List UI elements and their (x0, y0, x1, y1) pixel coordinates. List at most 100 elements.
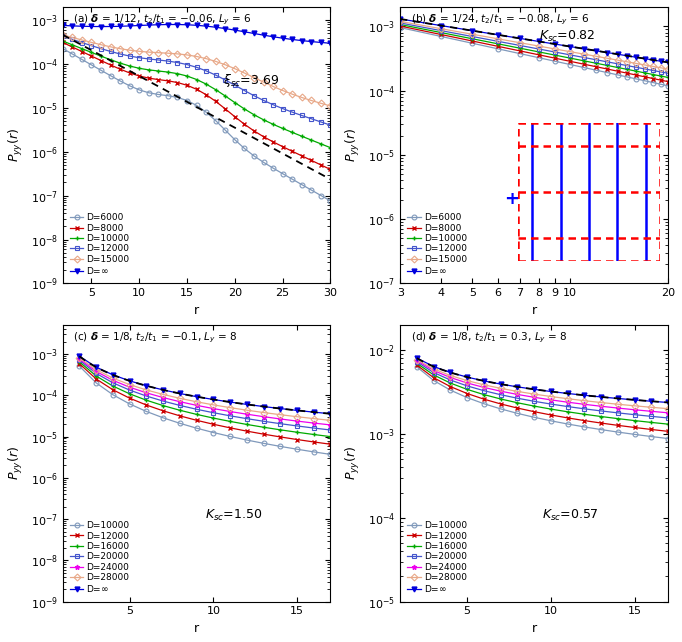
D=8000 (649, 74, 657, 82)
D=$\infty$ (603, 49, 611, 56)
D=6000 (106, 72, 115, 80)
D=24000 (446, 374, 454, 381)
D=10000 (159, 414, 167, 422)
Line: D=20000: D=20000 (77, 358, 333, 433)
D=12000 (97, 45, 105, 53)
D=12000 (516, 42, 524, 49)
D=6000 (298, 181, 306, 189)
D=12000 (592, 56, 600, 64)
Line: D=10000: D=10000 (398, 22, 670, 80)
D=6000 (603, 69, 611, 76)
D=20000 (143, 392, 151, 400)
D=20000 (92, 370, 100, 377)
D=12000 (183, 61, 191, 69)
D=12000 (327, 440, 335, 448)
D=15000 (78, 36, 86, 44)
D=8000 (231, 113, 239, 121)
D=6000 (327, 197, 335, 205)
D=$\infty$ (226, 398, 234, 406)
D=16000 (563, 408, 572, 415)
D=10000 (259, 116, 267, 124)
Text: +: + (504, 190, 519, 208)
D=$\infty$ (535, 38, 543, 46)
D=24000 (159, 394, 167, 401)
D=28000 (276, 411, 284, 419)
D=20000 (125, 386, 134, 394)
Text: (b) $\boldsymbol{\delta}$ = 1/24, $t_2/t_1$ = $-$0.08, $L_y$ = 6: (b) $\boldsymbol{\delta}$ = 1/24, $t_2/t… (411, 12, 590, 27)
D=10000 (592, 59, 600, 67)
D=$\infty$ (664, 399, 672, 406)
D=24000 (547, 396, 555, 404)
D=6000 (183, 97, 191, 105)
Text: (c) $\boldsymbol{\delta}$ = 1/8, $t_2/t_1$ = $-$0.1, $L_y$ = 8: (c) $\boldsymbol{\delta}$ = 1/8, $t_2/t_… (74, 331, 238, 345)
D=8000 (250, 127, 258, 135)
D=16000 (614, 415, 622, 422)
D=6000 (632, 75, 640, 83)
D=10000 (664, 74, 672, 82)
D=12000 (630, 424, 638, 431)
D=8000 (97, 56, 105, 64)
D=12000 (192, 64, 201, 71)
D=16000 (463, 386, 471, 394)
D=$\infty$ (269, 33, 277, 40)
Line: D=$\infty$: D=$\infty$ (60, 22, 333, 46)
D=12000 (308, 115, 316, 123)
D=24000 (243, 410, 251, 418)
D=24000 (75, 355, 83, 363)
D=$\infty$ (530, 385, 538, 393)
D=20000 (327, 426, 335, 434)
D=16000 (310, 431, 318, 438)
D=$\infty$ (641, 55, 649, 62)
D=28000 (563, 395, 572, 403)
D=28000 (159, 390, 167, 398)
D=12000 (68, 35, 76, 43)
D=8000 (116, 65, 124, 73)
D=10000 (603, 62, 611, 69)
D=6000 (154, 91, 162, 98)
D=10000 (192, 424, 201, 432)
D=6000 (469, 39, 477, 47)
D=10000 (288, 128, 297, 136)
Line: D=$\infty$: D=$\infty$ (398, 17, 670, 65)
D=20000 (159, 397, 167, 405)
D=6000 (221, 126, 229, 134)
D=$\infty$ (192, 21, 201, 29)
D=6000 (580, 64, 588, 71)
D=15000 (327, 102, 335, 110)
D=6000 (269, 164, 277, 172)
D=6000 (566, 61, 574, 69)
D=20000 (109, 379, 117, 386)
Line: D=$\infty$: D=$\infty$ (77, 354, 333, 416)
D=$\infty$ (469, 27, 477, 35)
D=10000 (240, 105, 248, 113)
D=8000 (614, 67, 622, 75)
D=15000 (535, 42, 543, 50)
D=8000 (288, 148, 297, 155)
D=$\infty$ (135, 22, 143, 30)
D=8000 (211, 98, 220, 105)
D=16000 (293, 428, 301, 436)
D=10000 (183, 72, 191, 80)
D=20000 (664, 414, 672, 422)
D=16000 (143, 396, 151, 404)
Line: D=8000: D=8000 (60, 40, 333, 172)
D=8000 (535, 51, 543, 58)
D=8000 (623, 69, 632, 77)
D=12000 (176, 412, 184, 420)
D=$\infty$ (657, 57, 665, 65)
D=8000 (106, 61, 115, 69)
D=15000 (154, 49, 162, 56)
D=$\infty$ (479, 377, 488, 385)
D=24000 (143, 389, 151, 397)
D=12000 (496, 400, 505, 408)
D=16000 (192, 410, 201, 418)
D=12000 (250, 92, 258, 100)
D=$\infty$ (514, 383, 522, 391)
D=6000 (135, 86, 143, 94)
D=8000 (259, 133, 267, 141)
D=10000 (59, 37, 67, 45)
D=$\infty$ (176, 390, 184, 397)
D=8000 (278, 143, 286, 150)
D=12000 (580, 53, 588, 61)
D=10000 (135, 64, 143, 72)
